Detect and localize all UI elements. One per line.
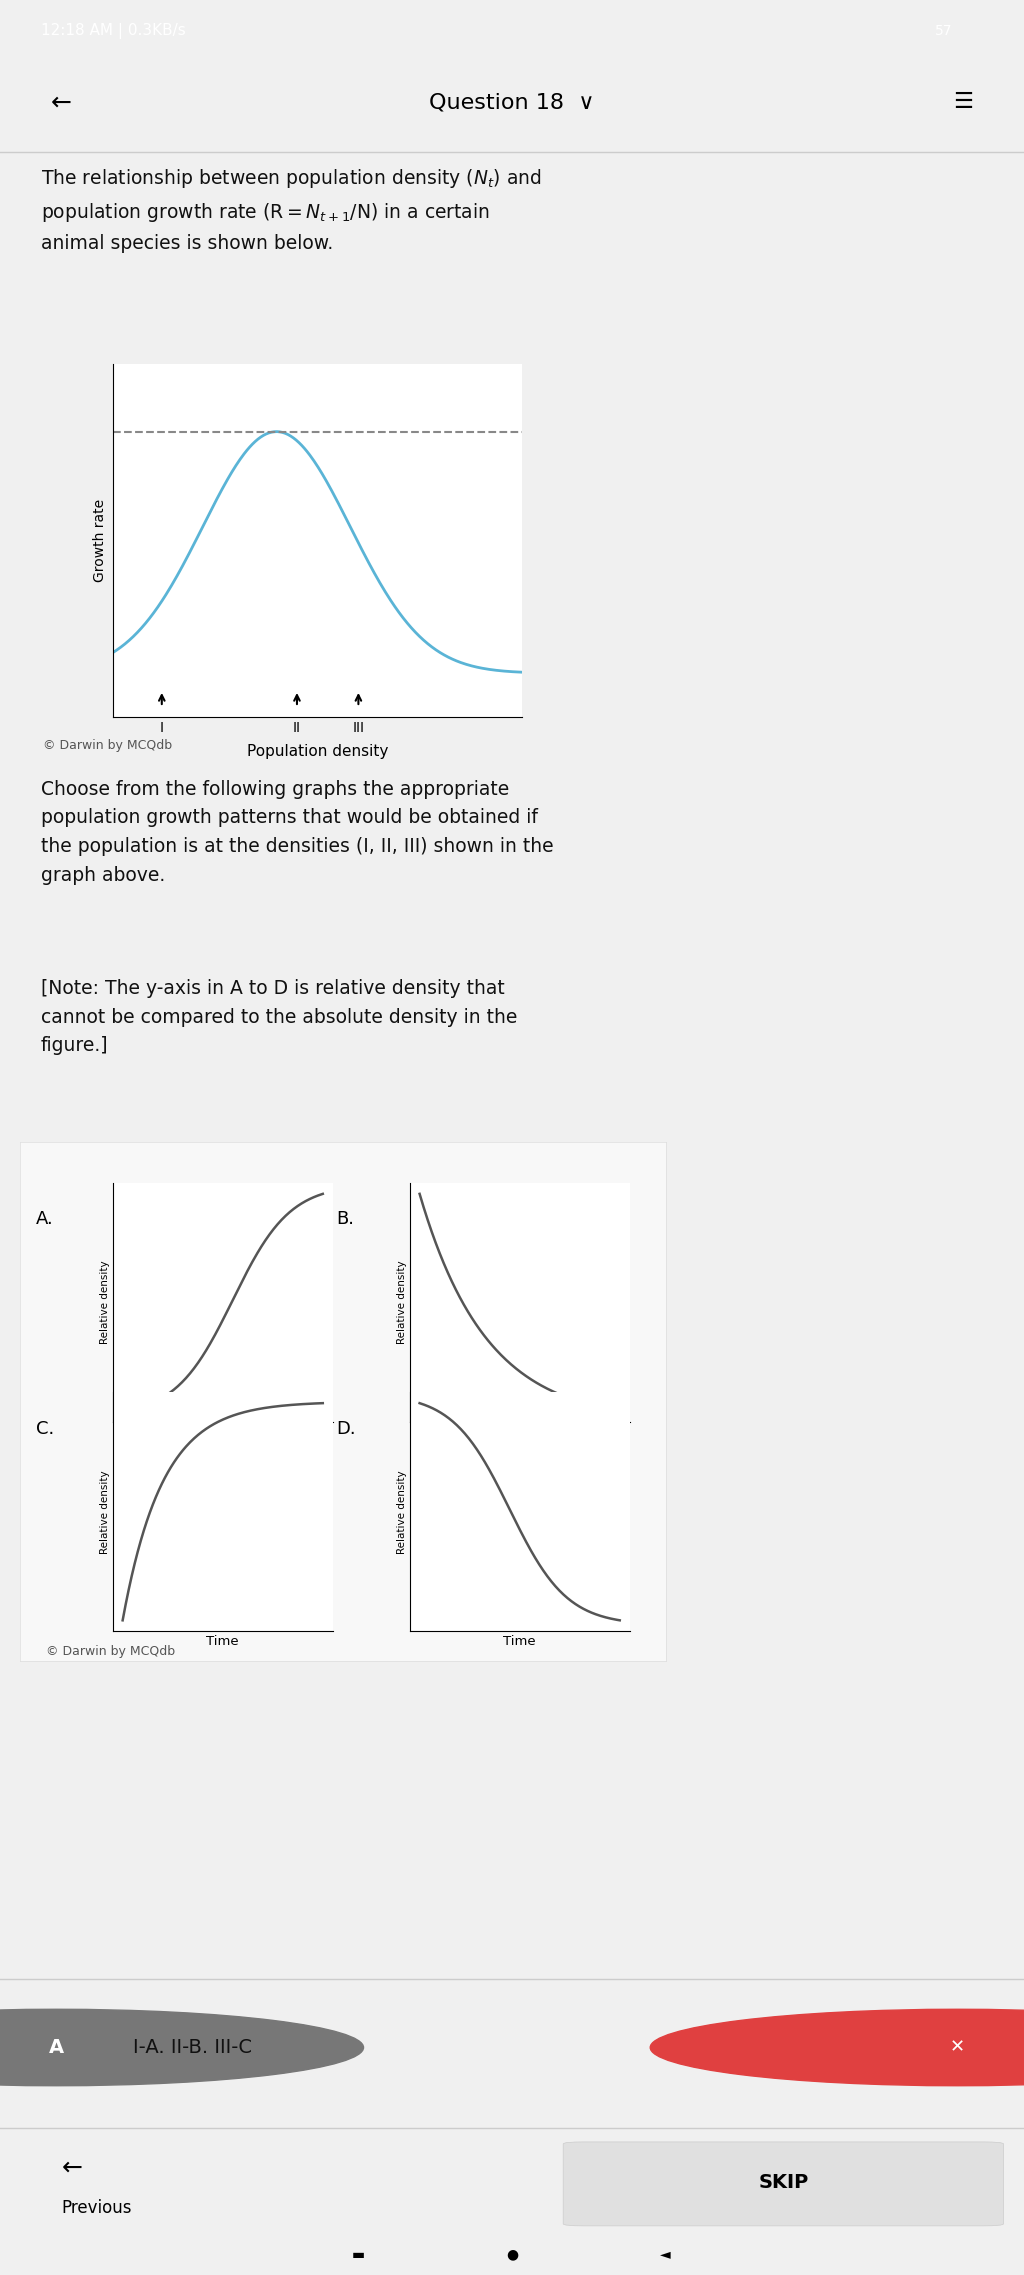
Text: Question 18  ∨: Question 18 ∨ <box>429 93 595 111</box>
Text: III: III <box>352 721 365 735</box>
Text: ◄: ◄ <box>660 2248 671 2261</box>
Text: D.: D. <box>336 1420 355 1438</box>
X-axis label: Time: Time <box>207 1426 239 1440</box>
Text: ●: ● <box>506 2248 518 2261</box>
Text: ←: ← <box>61 2154 83 2179</box>
Text: [Note: The y-axis in A to D is relative density that
cannot be compared to the a: [Note: The y-axis in A to D is relative … <box>41 978 517 1056</box>
Text: ✕: ✕ <box>950 2038 965 2057</box>
Text: 57: 57 <box>935 23 952 39</box>
Text: C.: C. <box>36 1420 54 1438</box>
Circle shape <box>0 2009 364 2086</box>
X-axis label: Population density: Population density <box>247 744 388 760</box>
Y-axis label: Relative density: Relative density <box>100 1470 110 1554</box>
Text: B.: B. <box>336 1210 354 1228</box>
Text: A.: A. <box>36 1210 53 1228</box>
Y-axis label: Growth rate: Growth rate <box>93 498 108 582</box>
Text: © Darwin by MCQdb: © Darwin by MCQdb <box>46 1645 175 1658</box>
FancyBboxPatch shape <box>563 2143 1004 2225</box>
Text: ☰: ☰ <box>952 93 973 111</box>
Text: 12:18 AM | 0.3KB/s: 12:18 AM | 0.3KB/s <box>41 23 185 39</box>
Y-axis label: Relative density: Relative density <box>397 1260 407 1345</box>
Y-axis label: Relative density: Relative density <box>100 1260 110 1345</box>
Circle shape <box>650 2009 1024 2086</box>
Text: Choose from the following graphs the appropriate
population growth patterns that: Choose from the following graphs the app… <box>41 780 554 885</box>
Text: I: I <box>160 721 164 735</box>
Text: The relationship between population density ($N_t$) and
population growth rate (: The relationship between population dens… <box>41 168 542 253</box>
Text: A: A <box>49 2038 63 2057</box>
Text: ▬: ▬ <box>352 2248 365 2261</box>
Text: Previous: Previous <box>61 2200 132 2218</box>
Y-axis label: Relative density: Relative density <box>397 1470 407 1554</box>
Text: ←: ← <box>51 91 73 114</box>
Text: © Darwin by MCQdb: © Darwin by MCQdb <box>43 739 172 751</box>
X-axis label: Time: Time <box>504 1426 536 1440</box>
X-axis label: Time: Time <box>207 1636 239 1649</box>
Text: SKIP: SKIP <box>758 2173 809 2193</box>
Text: I-A. II-B. III-C: I-A. II-B. III-C <box>133 2038 252 2057</box>
Text: II: II <box>293 721 301 735</box>
X-axis label: Time: Time <box>504 1636 536 1649</box>
